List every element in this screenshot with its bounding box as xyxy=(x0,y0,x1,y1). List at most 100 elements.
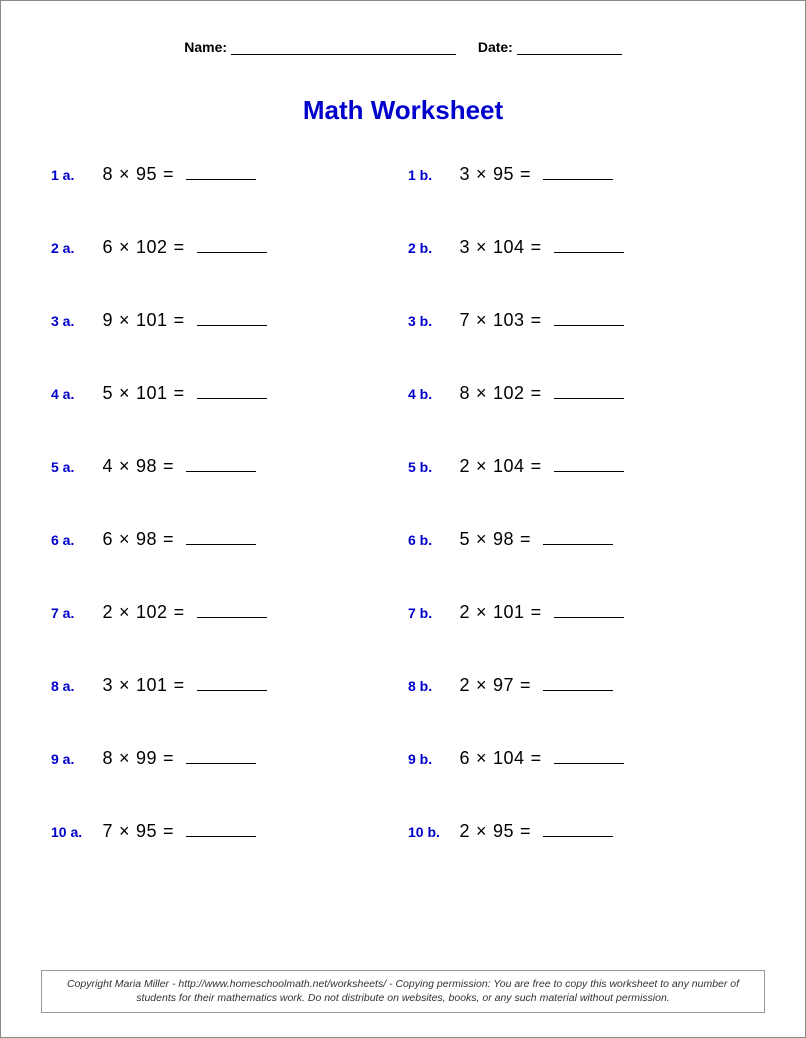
problem-expression: 6×104= xyxy=(456,748,624,769)
operand-a: 8 xyxy=(99,164,113,185)
operand-b: 99 xyxy=(136,748,157,769)
problem-expression: 2×104= xyxy=(456,456,624,477)
operand-b: 98 xyxy=(136,529,157,550)
problem-row: 5 b.2×104= xyxy=(408,456,755,477)
operator-times: × xyxy=(113,383,136,403)
problem-label: 3 a. xyxy=(51,313,99,329)
answer-blank[interactable] xyxy=(543,168,613,180)
date-label: Date: xyxy=(478,39,513,55)
header-line: Name: Date: xyxy=(41,39,765,55)
equals-sign: = xyxy=(157,529,180,549)
problem-label: 2 a. xyxy=(51,240,99,256)
answer-blank[interactable] xyxy=(554,460,624,472)
problem-row: 8 a.3×101= xyxy=(51,675,398,696)
answer-blank[interactable] xyxy=(186,168,256,180)
operator-times: × xyxy=(470,675,493,695)
problem-row: 4 a.5×101= xyxy=(51,383,398,404)
answer-blank[interactable] xyxy=(543,825,613,837)
worksheet-title: Math Worksheet xyxy=(41,95,765,126)
problem-row: 5 a.4×98= xyxy=(51,456,398,477)
operand-b: 95 xyxy=(493,164,514,185)
answer-blank[interactable] xyxy=(197,606,267,618)
equals-sign: = xyxy=(514,164,537,184)
problem-expression: 3×95= xyxy=(456,164,613,185)
problem-label: 4 b. xyxy=(408,386,456,402)
problem-label: 6 a. xyxy=(51,532,99,548)
operand-a: 5 xyxy=(99,383,113,404)
problem-expression: 6×102= xyxy=(99,237,267,258)
copyright-footer: Copyright Maria Miller - http://www.home… xyxy=(41,970,765,1013)
operand-a: 2 xyxy=(456,675,470,696)
problem-row: 4 b.8×102= xyxy=(408,383,755,404)
problem-label: 9 b. xyxy=(408,751,456,767)
problems-grid: 1 a.8×95=1 b.3×95=2 a.6×102=2 b.3×104=3 … xyxy=(41,164,765,842)
answer-blank[interactable] xyxy=(186,533,256,545)
operand-b: 95 xyxy=(493,821,514,842)
operator-times: × xyxy=(470,164,493,184)
operand-b: 101 xyxy=(136,675,168,696)
operator-times: × xyxy=(113,164,136,184)
answer-blank[interactable] xyxy=(543,533,613,545)
answer-blank[interactable] xyxy=(554,606,624,618)
answer-blank[interactable] xyxy=(554,752,624,764)
answer-blank[interactable] xyxy=(197,314,267,326)
answer-blank[interactable] xyxy=(554,387,624,399)
operator-times: × xyxy=(470,821,493,841)
problem-label: 2 b. xyxy=(408,240,456,256)
equals-sign: = xyxy=(157,821,180,841)
equals-sign: = xyxy=(514,675,537,695)
answer-blank[interactable] xyxy=(186,825,256,837)
problem-expression: 8×102= xyxy=(456,383,624,404)
operator-times: × xyxy=(113,456,136,476)
name-blank[interactable] xyxy=(231,41,456,55)
answer-blank[interactable] xyxy=(554,314,624,326)
problem-row: 3 b.7×103= xyxy=(408,310,755,331)
answer-blank[interactable] xyxy=(197,387,267,399)
equals-sign: = xyxy=(514,529,537,549)
problem-label: 6 b. xyxy=(408,532,456,548)
operand-a: 3 xyxy=(99,675,113,696)
equals-sign: = xyxy=(525,456,548,476)
problem-expression: 4×98= xyxy=(99,456,256,477)
problem-expression: 5×101= xyxy=(99,383,267,404)
problem-label: 10 b. xyxy=(408,824,456,840)
operator-times: × xyxy=(113,675,136,695)
equals-sign: = xyxy=(157,748,180,768)
operator-times: × xyxy=(113,310,136,330)
operand-a: 2 xyxy=(456,821,470,842)
problem-expression: 2×102= xyxy=(99,602,267,623)
operator-times: × xyxy=(470,383,493,403)
equals-sign: = xyxy=(525,748,548,768)
problem-expression: 8×95= xyxy=(99,164,256,185)
date-blank[interactable] xyxy=(517,41,622,55)
answer-blank[interactable] xyxy=(543,679,613,691)
problem-row: 6 a.6×98= xyxy=(51,529,398,550)
problem-expression: 2×95= xyxy=(456,821,613,842)
equals-sign: = xyxy=(168,602,191,622)
answer-blank[interactable] xyxy=(197,679,267,691)
answer-blank[interactable] xyxy=(197,241,267,253)
operator-times: × xyxy=(470,456,493,476)
equals-sign: = xyxy=(525,602,548,622)
operand-a: 3 xyxy=(456,237,470,258)
problem-row: 10 b.2×95= xyxy=(408,821,755,842)
operand-a: 8 xyxy=(456,383,470,404)
operator-times: × xyxy=(113,821,136,841)
problem-expression: 7×103= xyxy=(456,310,624,331)
operand-a: 9 xyxy=(99,310,113,331)
problem-label: 8 a. xyxy=(51,678,99,694)
operand-a: 3 xyxy=(456,164,470,185)
problem-label: 3 b. xyxy=(408,313,456,329)
equals-sign: = xyxy=(168,310,191,330)
operator-times: × xyxy=(470,237,493,257)
problem-row: 8 b.2×97= xyxy=(408,675,755,696)
equals-sign: = xyxy=(157,164,180,184)
answer-blank[interactable] xyxy=(554,241,624,253)
operator-times: × xyxy=(470,529,493,549)
answer-blank[interactable] xyxy=(186,752,256,764)
operand-b: 104 xyxy=(493,237,525,258)
operand-a: 8 xyxy=(99,748,113,769)
operand-a: 7 xyxy=(99,821,113,842)
operator-times: × xyxy=(470,748,493,768)
answer-blank[interactable] xyxy=(186,460,256,472)
